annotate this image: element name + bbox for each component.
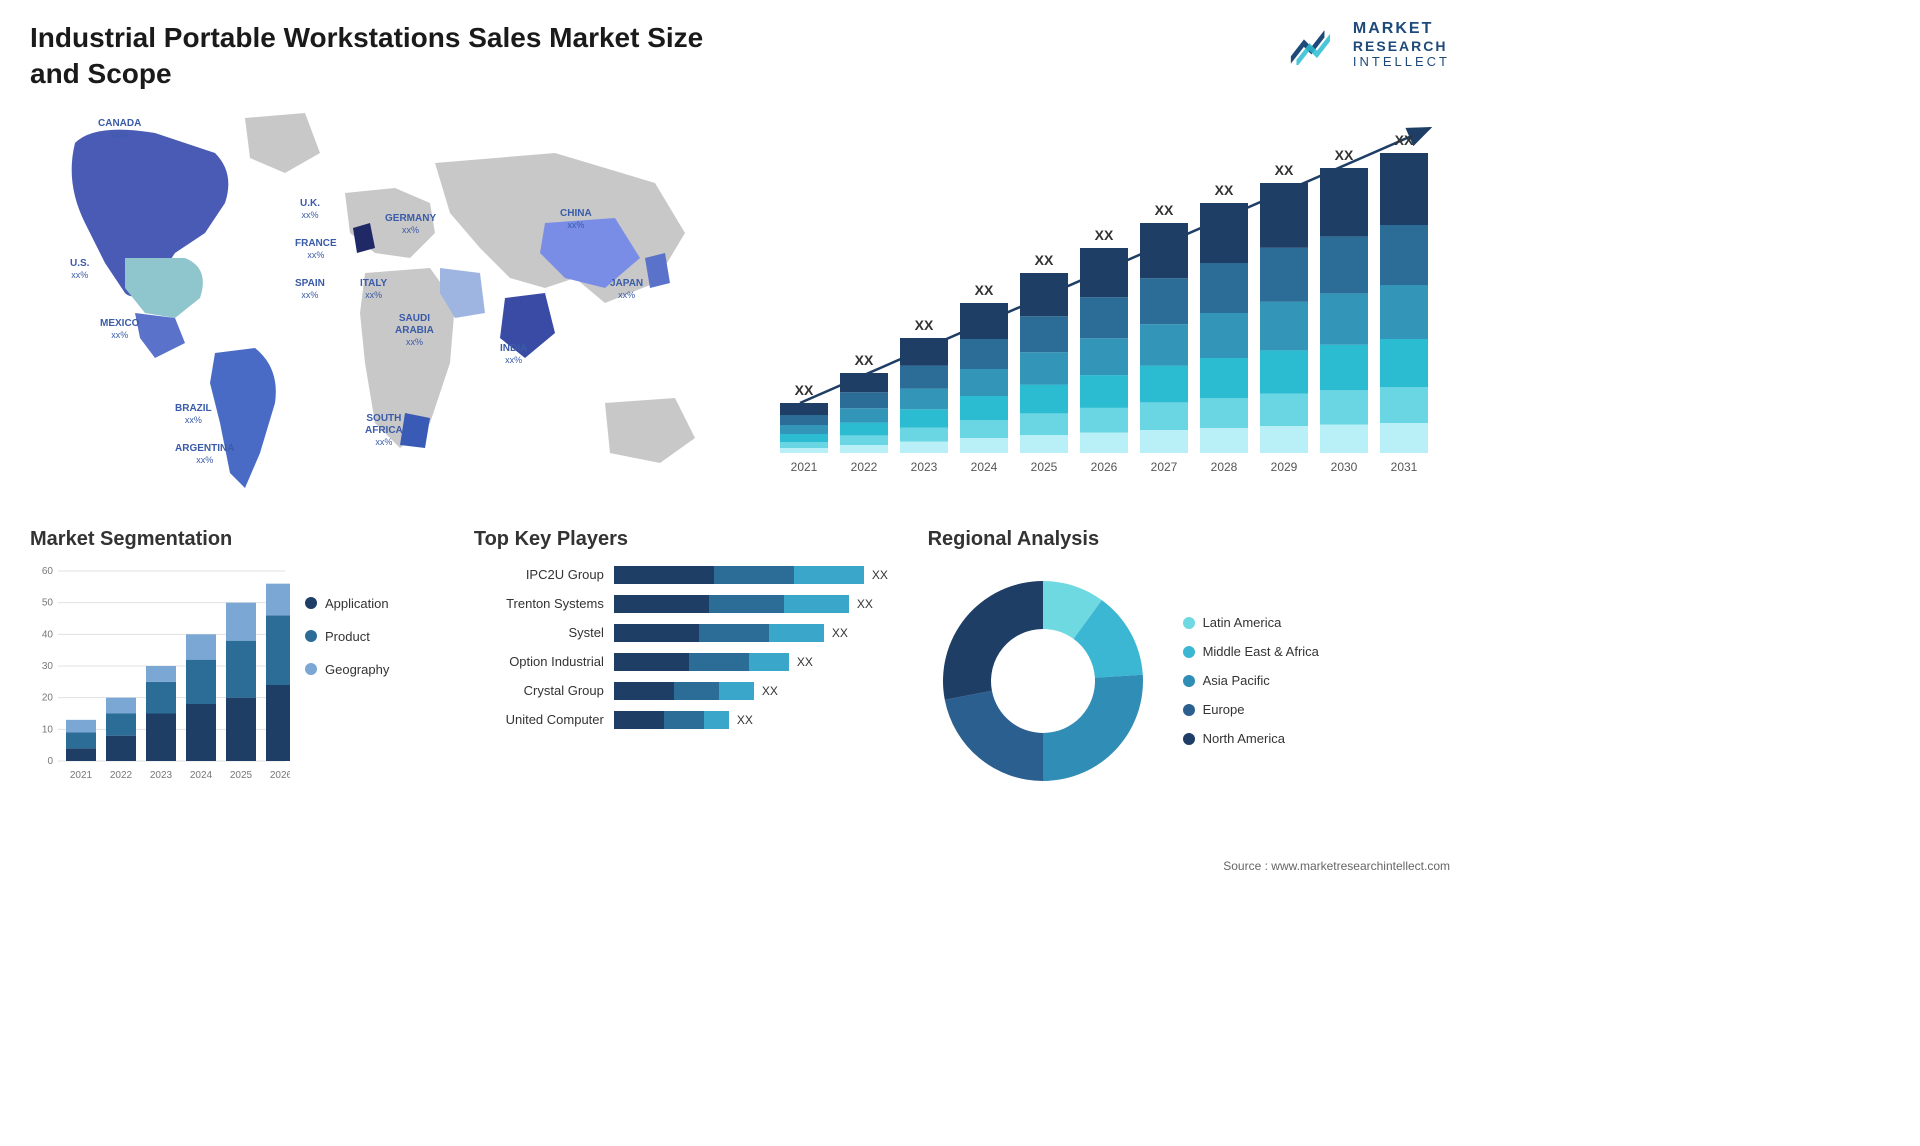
svg-text:2029: 2029 (1271, 460, 1298, 474)
svg-text:XX: XX (1395, 132, 1414, 148)
svg-text:2025: 2025 (1031, 460, 1058, 474)
country-label: SAUDIARABIAxx% (395, 313, 434, 348)
svg-text:30: 30 (42, 661, 54, 672)
country-label: U.K.xx% (300, 198, 320, 221)
svg-text:2024: 2024 (190, 770, 213, 781)
svg-text:XX: XX (915, 317, 934, 333)
legend-item: Geography (305, 662, 389, 677)
regional-title: Regional Analysis (928, 528, 1450, 551)
players-panel: Top Key Players IPC2U GroupXX Trenton Sys… (474, 528, 908, 796)
svg-text:0: 0 (47, 756, 53, 767)
legend-item: Product (305, 629, 389, 644)
svg-text:2030: 2030 (1331, 460, 1358, 474)
country-label: CHINAxx% (560, 208, 592, 231)
legend-item: Asia Pacific (1183, 673, 1319, 688)
players-title: Top Key Players (474, 528, 908, 551)
header: Industrial Portable Workstations Sales M… (30, 20, 1450, 93)
svg-text:XX: XX (795, 382, 814, 398)
main-bar-chart: XX 2021 XX 2022 XX 2023 XX 2024 XX 2025 XX 2026 XX 20… (770, 103, 1450, 483)
legend-item: North America (1183, 731, 1319, 746)
svg-text:2021: 2021 (791, 460, 818, 474)
svg-text:60: 60 (42, 566, 54, 577)
country-label: SOUTHAFRICAxx% (365, 413, 403, 448)
country-label: JAPANxx% (610, 278, 643, 301)
player-row: United ComputerXX (474, 711, 908, 729)
svg-text:2024: 2024 (971, 460, 998, 474)
country-label: ARGENTINAxx% (175, 443, 234, 466)
source-text: Source : www.marketresearchintellect.com (1223, 859, 1450, 873)
svg-text:40: 40 (42, 629, 54, 640)
country-label: MEXICOxx% (100, 318, 139, 341)
svg-text:XX: XX (1215, 182, 1234, 198)
logo-icon (1289, 25, 1345, 65)
svg-text:10: 10 (42, 724, 54, 735)
svg-text:XX: XX (1035, 252, 1054, 268)
segmentation-panel: Market Segmentation 0 10 20 30 40 50 60 2021 202… (30, 528, 454, 796)
svg-text:2023: 2023 (150, 770, 173, 781)
bottom-section: Market Segmentation 0 10 20 30 40 50 60 2021 202… (30, 528, 1450, 796)
legend-item: Europe (1183, 702, 1319, 717)
svg-text:2027: 2027 (1151, 460, 1178, 474)
logo-line1: MARKET (1353, 20, 1450, 38)
logo: MARKET RESEARCH INTELLECT (1289, 20, 1450, 69)
svg-text:50: 50 (42, 597, 54, 608)
legend-item: Middle East & Africa (1183, 644, 1319, 659)
country-label: GERMANYxx% (385, 213, 436, 236)
svg-text:2031: 2031 (1391, 460, 1418, 474)
svg-text:2021: 2021 (70, 770, 93, 781)
svg-text:2022: 2022 (110, 770, 133, 781)
country-label: BRAZILxx% (175, 403, 212, 426)
svg-text:2025: 2025 (230, 770, 253, 781)
legend-item: Application (305, 596, 389, 611)
country-label: FRANCExx% (295, 238, 337, 261)
svg-text:2022: 2022 (851, 460, 878, 474)
svg-text:20: 20 (42, 692, 54, 703)
regional-panel: Regional Analysis Latin America Middle Ea… (928, 528, 1450, 796)
svg-text:2023: 2023 (911, 460, 938, 474)
segmentation-legend: Application Product Geography (305, 566, 389, 786)
regional-donut (928, 566, 1158, 796)
svg-text:XX: XX (855, 352, 874, 368)
player-row: Trenton SystemsXX (474, 595, 908, 613)
page-title: Industrial Portable Workstations Sales M… (30, 20, 730, 93)
player-row: IPC2U GroupXX (474, 566, 908, 584)
logo-line2: RESEARCH (1353, 38, 1450, 54)
player-row: Option IndustrialXX (474, 653, 908, 671)
svg-text:XX: XX (975, 282, 994, 298)
player-row: SystelXX (474, 624, 908, 642)
svg-text:2026: 2026 (270, 770, 290, 781)
player-row: Crystal GroupXX (474, 682, 908, 700)
svg-text:XX: XX (1335, 147, 1354, 163)
top-section: CANADAxx% U.S.xx% MEXICOxx% BRAZILxx% ARGENT… (30, 103, 1450, 503)
logo-line3: INTELLECT (1353, 54, 1450, 69)
country-label: ITALYxx% (360, 278, 387, 301)
svg-text:2028: 2028 (1211, 460, 1238, 474)
players-list: IPC2U GroupXX Trenton SystemsXX SystelXX Op… (474, 566, 908, 729)
svg-text:XX: XX (1095, 227, 1114, 243)
legend-item: Latin America (1183, 615, 1319, 630)
segmentation-chart: 0 10 20 30 40 50 60 2021 2022 2023 2024 2025 2026 (30, 566, 290, 786)
country-label: SPAINxx% (295, 278, 325, 301)
svg-text:XX: XX (1155, 202, 1174, 218)
country-label: INDIAxx% (500, 343, 527, 366)
regional-legend: Latin America Middle East & Africa Asia Pa… (1183, 615, 1319, 746)
world-map: CANADAxx% U.S.xx% MEXICOxx% BRAZILxx% ARGENT… (30, 103, 740, 503)
country-label: U.S.xx% (70, 258, 89, 281)
country-label: CANADAxx% (98, 118, 141, 141)
svg-text:XX: XX (1275, 162, 1294, 178)
svg-text:2026: 2026 (1091, 460, 1118, 474)
segmentation-title: Market Segmentation (30, 528, 454, 551)
